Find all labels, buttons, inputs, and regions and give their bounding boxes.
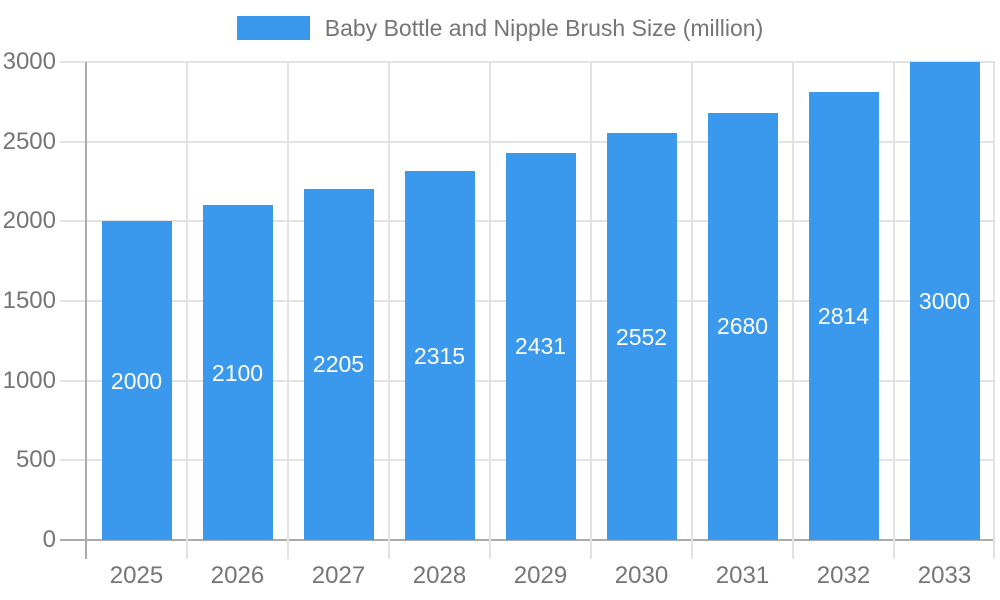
y-axis-tick-label: 1500 <box>2 287 56 314</box>
bar[interactable] <box>303 188 374 540</box>
y-axis-tick-label: 0 <box>42 526 56 553</box>
x-axis-tick-label: 2029 <box>513 562 568 589</box>
y-axis-tick-label: 2500 <box>2 127 56 155</box>
x-axis-tick-label: 2032 <box>816 562 871 589</box>
x-gridline <box>792 62 794 559</box>
y-axis-tick-label: 500 <box>15 446 56 474</box>
bar[interactable] <box>505 152 576 540</box>
x-gridline <box>691 62 693 559</box>
x-gridline <box>186 62 188 559</box>
chart-legend[interactable]: Baby Bottle and Nipple Brush Size (milli… <box>0 14 1000 42</box>
x-axis-line <box>60 539 995 541</box>
bar[interactable] <box>909 62 980 540</box>
x-axis-tick-label: 2033 <box>917 562 972 589</box>
y-axis-line <box>85 62 87 559</box>
legend-label: Baby Bottle and Nipple Brush Size (milli… <box>324 15 764 41</box>
bar[interactable] <box>707 112 778 540</box>
bar[interactable] <box>606 133 677 540</box>
x-gridline <box>489 62 491 559</box>
x-axis-tick-label: 2031 <box>715 562 770 589</box>
bar[interactable] <box>404 171 475 540</box>
x-axis-tick-label: 2027 <box>311 562 366 589</box>
y-gridline <box>60 61 995 63</box>
bar[interactable] <box>101 221 172 540</box>
x-axis-tick-label: 2028 <box>412 562 467 589</box>
x-axis-tick-label: 2026 <box>210 562 265 589</box>
x-gridline <box>388 62 390 559</box>
legend-swatch-icon <box>236 16 310 40</box>
x-gridline <box>590 62 592 559</box>
x-axis-tick-label: 2030 <box>614 562 669 589</box>
bar[interactable] <box>808 91 879 540</box>
x-axis-tick-label: 2025 <box>109 562 164 589</box>
x-gridline <box>893 62 895 559</box>
y-axis-tick-label: 1000 <box>2 366 56 394</box>
y-axis-tick-label: 3000 <box>2 48 56 75</box>
x-gridline <box>993 62 995 559</box>
plot-area: 0 500 1000 1500 2000 2500 3000 2000 2025 2100 2026… <box>3 50 995 589</box>
y-axis-tick-label: 2000 <box>2 207 56 235</box>
y-gridline <box>60 140 995 143</box>
x-gridline <box>287 62 289 559</box>
bar[interactable] <box>202 205 273 540</box>
